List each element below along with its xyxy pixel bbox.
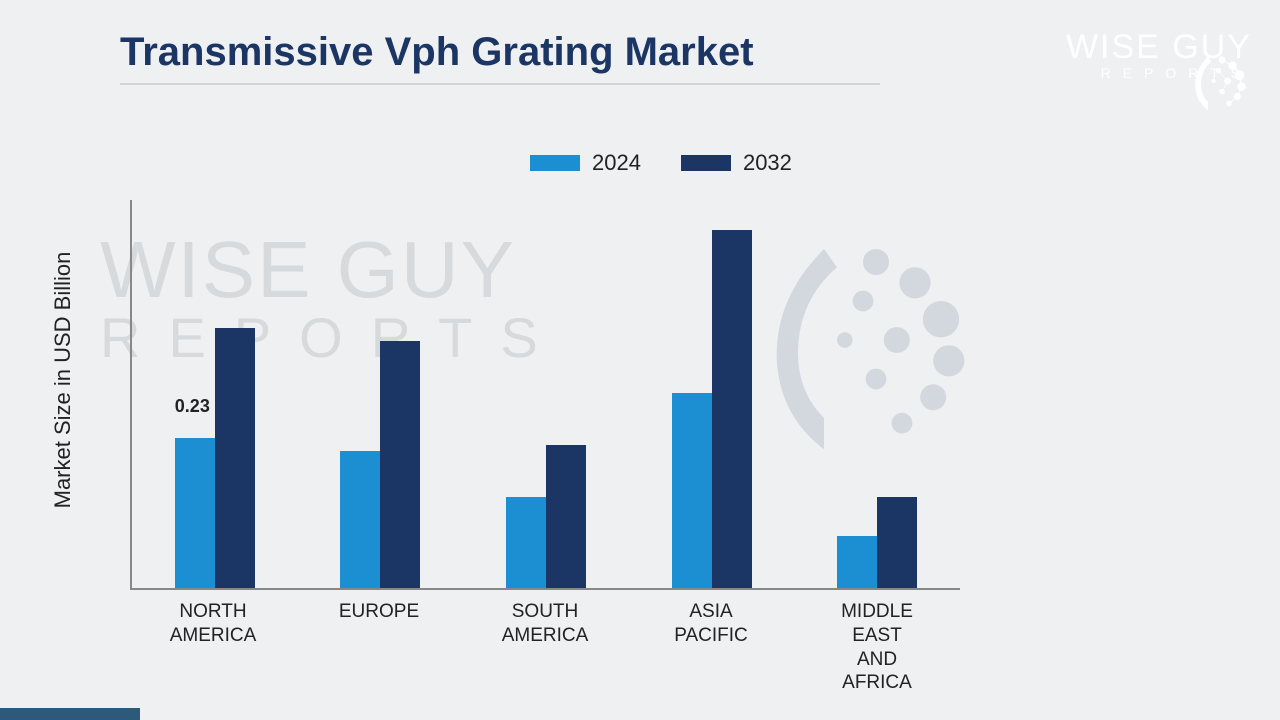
legend-label-2032: 2032: [743, 150, 792, 176]
bar-value-label: 0.23: [175, 396, 210, 417]
bar: [877, 497, 917, 588]
plot-area: 0.23: [130, 200, 960, 590]
legend-swatch-2032: [681, 155, 731, 171]
bar: [215, 328, 255, 588]
bar-group: 0.23: [132, 200, 298, 588]
x-axis-label: EUROPE: [296, 594, 462, 695]
x-axis-label: ASIA PACIFIC: [628, 594, 794, 695]
legend-label-2024: 2024: [592, 150, 641, 176]
bar: [506, 497, 546, 588]
bar: [546, 445, 586, 588]
bar-group: [463, 200, 629, 588]
bar: [712, 230, 752, 588]
bar: [380, 341, 420, 588]
x-axis-label: MIDDLE EAST AND AFRICA: [794, 594, 960, 695]
x-axis-label: NORTH AMERICA: [130, 594, 296, 695]
bar: [340, 451, 380, 588]
chart-area: Market Size in USD Billion 2024 2032 0.2…: [50, 150, 960, 680]
bar: [672, 393, 712, 588]
page-root: WISE GUY REPORTS Transmissive Vph Gratin…: [0, 0, 1280, 720]
bar-group: [629, 200, 795, 588]
legend-item-2032: 2032: [681, 150, 792, 176]
legend-swatch-2024: [530, 155, 580, 171]
bar-groups: 0.23: [132, 200, 960, 588]
x-axis-label: SOUTH AMERICA: [462, 594, 628, 695]
bar-group: [298, 200, 464, 588]
y-axis-label: Market Size in USD Billion: [50, 190, 76, 570]
brand-head-icon: [1180, 46, 1250, 116]
bar: [837, 536, 877, 588]
chart-title: Transmissive Vph Grating Market: [120, 30, 880, 85]
bar-group: [794, 200, 960, 588]
x-axis-labels: NORTH AMERICAEUROPESOUTH AMERICAASIA PAC…: [130, 594, 960, 695]
footer-accent-bar: [0, 708, 140, 720]
legend: 2024 2032: [530, 150, 792, 176]
bar: [175, 438, 215, 588]
legend-item-2024: 2024: [530, 150, 641, 176]
